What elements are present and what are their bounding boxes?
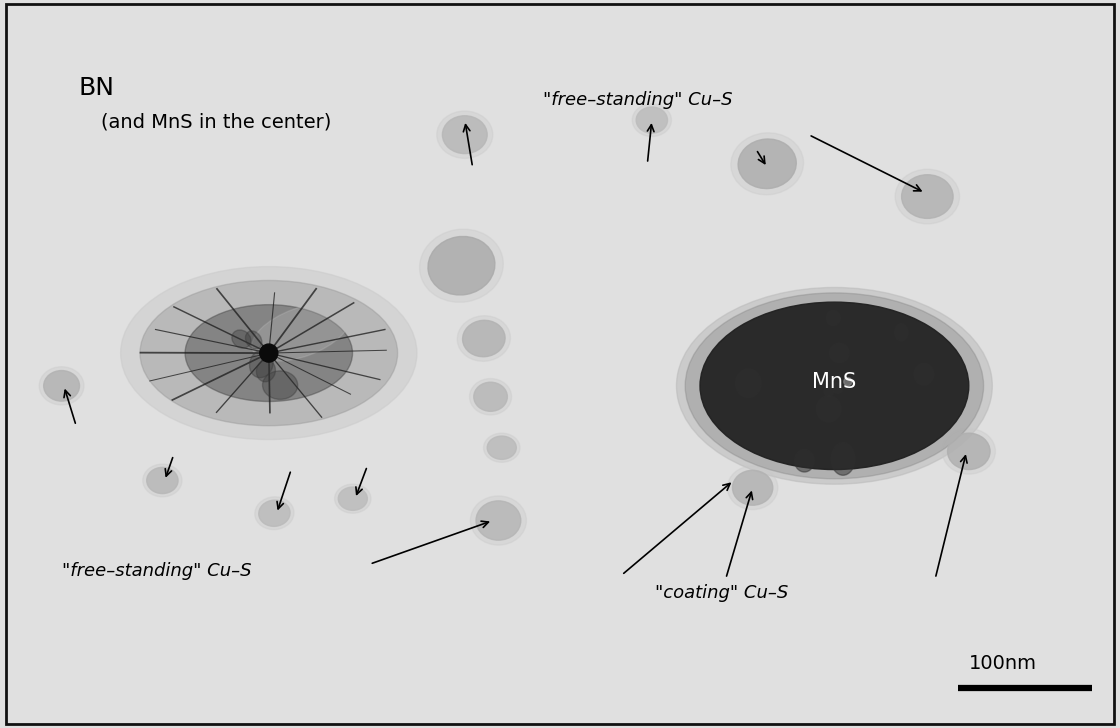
Ellipse shape [250,350,273,378]
Ellipse shape [476,501,521,540]
Ellipse shape [470,496,526,545]
Ellipse shape [942,429,996,474]
Ellipse shape [142,464,181,496]
Text: BN: BN [78,76,114,100]
Ellipse shape [731,132,803,195]
Ellipse shape [794,449,814,472]
Ellipse shape [676,288,992,484]
Ellipse shape [457,316,511,361]
Text: MnS: MnS [812,372,857,392]
Ellipse shape [469,379,512,415]
Ellipse shape [948,433,990,470]
Ellipse shape [487,436,516,459]
Text: "free–standing" Cu–S: "free–standing" Cu–S [543,91,732,109]
Ellipse shape [463,320,505,357]
Ellipse shape [902,175,953,218]
Ellipse shape [256,360,276,381]
Ellipse shape [140,280,398,426]
Ellipse shape [738,139,796,189]
Ellipse shape [420,229,503,302]
Ellipse shape [245,331,262,349]
Text: 100nm: 100nm [969,654,1036,673]
Ellipse shape [816,395,841,422]
Ellipse shape [829,343,849,363]
Ellipse shape [44,371,80,401]
Ellipse shape [121,266,417,440]
Ellipse shape [338,487,367,510]
Ellipse shape [700,302,969,470]
Ellipse shape [831,443,855,475]
Ellipse shape [728,466,777,510]
Ellipse shape [185,305,353,402]
Ellipse shape [914,363,934,385]
Ellipse shape [824,387,833,397]
Ellipse shape [147,467,178,494]
Ellipse shape [428,237,495,295]
Ellipse shape [736,369,762,397]
Ellipse shape [685,293,983,479]
Ellipse shape [437,111,493,159]
Ellipse shape [252,304,351,361]
Ellipse shape [232,330,251,348]
Ellipse shape [827,310,840,326]
Ellipse shape [255,496,293,530]
Ellipse shape [474,382,507,411]
Ellipse shape [335,484,371,513]
Ellipse shape [39,367,84,405]
Text: "free–standing" Cu–S: "free–standing" Cu–S [62,563,251,580]
Ellipse shape [832,383,843,393]
Ellipse shape [442,116,487,154]
Ellipse shape [843,378,852,386]
Ellipse shape [632,104,671,137]
Text: (and MnS in the center): (and MnS in the center) [101,113,332,132]
Ellipse shape [895,324,908,341]
Ellipse shape [260,344,278,362]
Ellipse shape [259,500,290,526]
Ellipse shape [636,107,668,133]
Ellipse shape [732,470,773,505]
Ellipse shape [262,371,298,400]
Ellipse shape [484,433,520,462]
Ellipse shape [895,170,960,224]
Text: "coating" Cu–S: "coating" Cu–S [655,585,788,602]
